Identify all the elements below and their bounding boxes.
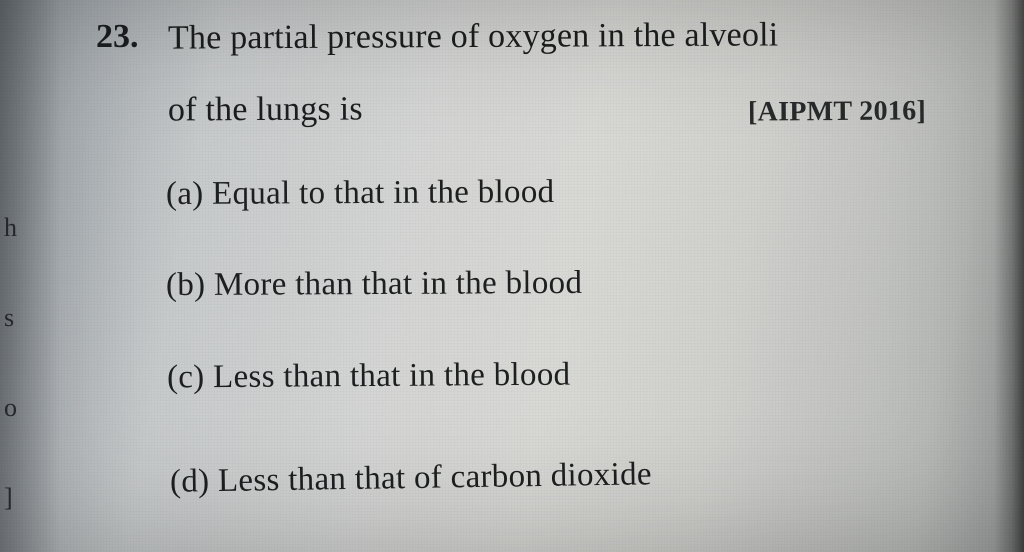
- edge-letter: h: [4, 215, 24, 241]
- page-edge-letters: h s o ]: [4, 215, 24, 552]
- option-c: (c) Less than that in the blood: [167, 357, 571, 397]
- question-stem-line1: The partial pressure of oxygen in the al…: [168, 16, 779, 57]
- question-stem-line2: of the lungs is: [168, 90, 363, 129]
- textbook-page: h s o ] 23. The partial pressure of oxyg…: [0, 0, 1024, 552]
- edge-letter: s: [4, 305, 24, 331]
- question-number: 23.: [96, 18, 139, 56]
- option-b: (b) More than that in the blood: [166, 265, 582, 304]
- question-source-tag: [AIPMT 2016]: [748, 95, 926, 128]
- edge-letter: o: [4, 395, 24, 421]
- page-gutter-right: [994, 0, 1024, 552]
- edge-letter: ]: [4, 485, 24, 511]
- option-a: (a) Equal to that in the blood: [166, 174, 555, 213]
- option-d: (d) Less than that of carbon dioxide: [170, 456, 652, 501]
